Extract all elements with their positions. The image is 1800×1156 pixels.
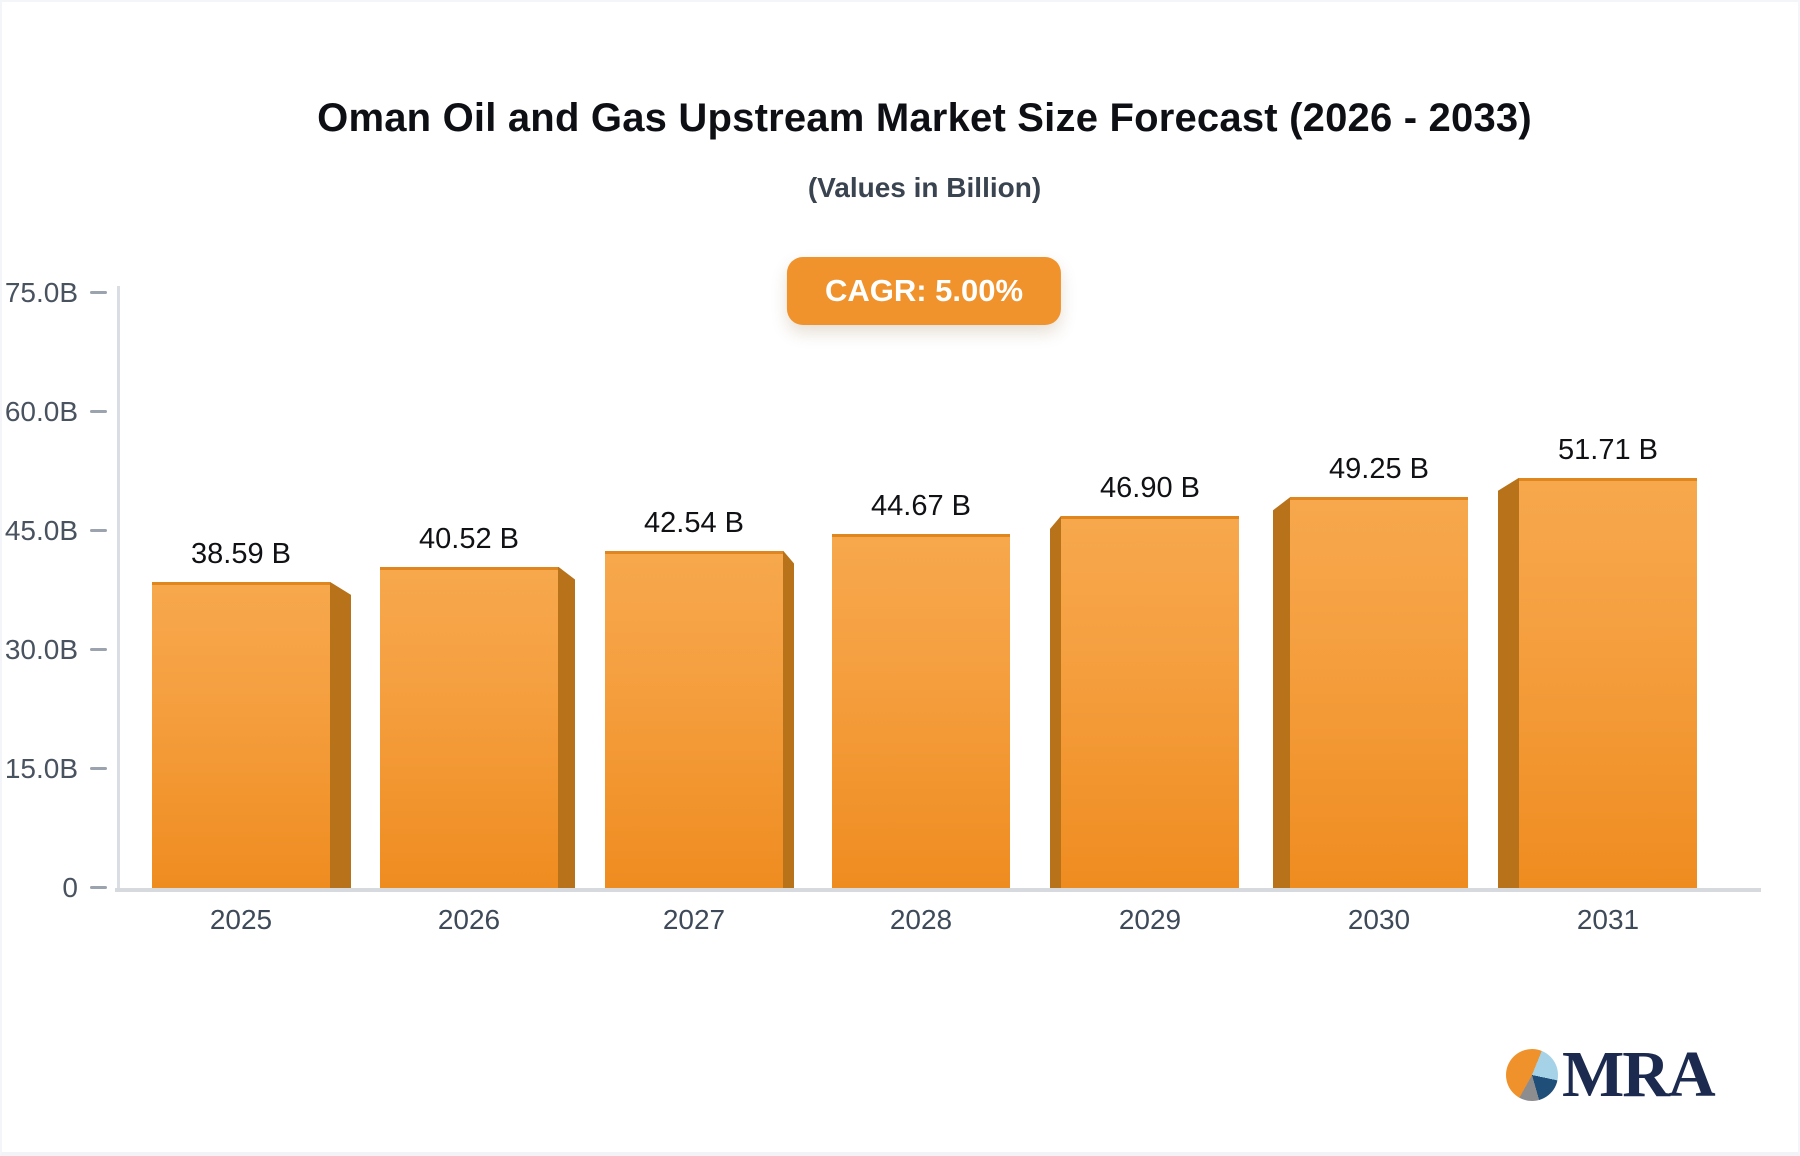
cagr-badge: CAGR: 5.00% (786, 257, 1062, 325)
bar (380, 566, 558, 888)
y-axis-tick-mark (90, 410, 107, 413)
brand-logo: MRA (1506, 1038, 1716, 1111)
y-axis-tick-label: 0 (62, 872, 78, 903)
brand-logo-text: MRA (1562, 1038, 1716, 1111)
bar (1290, 497, 1468, 888)
bar-side-face (1498, 477, 1519, 888)
y-axis-tick-mark (90, 291, 107, 294)
x-axis-line (115, 888, 1761, 892)
bar-value-label: 40.52 B (419, 522, 519, 555)
chart-subtitle: (Values in Billion) (807, 172, 1042, 203)
bar-side-face (558, 566, 575, 888)
x-axis-label: 2030 (1347, 904, 1411, 935)
bar (1061, 515, 1239, 888)
bar-side-face (1273, 497, 1290, 888)
y-axis-tick-mark (90, 529, 107, 532)
y-axis-tick-mark (90, 767, 107, 770)
bar (1519, 477, 1697, 888)
bar-side-face (783, 550, 794, 888)
pie-chart-logo-icon (1506, 1049, 1558, 1101)
bar-value-label: 38.59 B (191, 537, 291, 570)
bar (605, 550, 783, 888)
y-axis-line (117, 286, 120, 890)
chart-title: Oman Oil and Gas Upstream Market Size Fo… (317, 96, 1532, 140)
x-axis-label: 2028 (889, 904, 953, 935)
y-axis-tick-label: 30.0B (4, 634, 78, 665)
y-axis-tick-label: 15.0B (4, 753, 78, 784)
bar-value-label: 49.25 B (1329, 453, 1429, 486)
bar (832, 533, 1010, 888)
y-axis-tick-mark (90, 886, 107, 889)
x-axis-label: 2029 (1118, 904, 1182, 935)
bar-value-label: 44.67 B (871, 489, 971, 522)
bar-value-label: 46.90 B (1100, 471, 1200, 504)
bar-value-label: 42.54 B (644, 506, 744, 539)
y-axis-tick-label: 60.0B (4, 396, 78, 427)
y-axis-tick-label: 45.0B (4, 515, 78, 546)
x-axis-label: 2025 (209, 904, 273, 935)
y-axis-tick-label: 75.0B (4, 277, 78, 308)
x-axis-label: 2031 (1576, 904, 1640, 935)
x-axis-label: 2026 (437, 904, 501, 935)
bar-side-face (1050, 515, 1061, 888)
y-axis-tick-mark (90, 648, 107, 651)
x-axis-label: 2027 (662, 904, 726, 935)
bar (152, 581, 330, 888)
bar-value-label: 51.71 B (1558, 433, 1658, 466)
bar-side-face (330, 581, 351, 888)
